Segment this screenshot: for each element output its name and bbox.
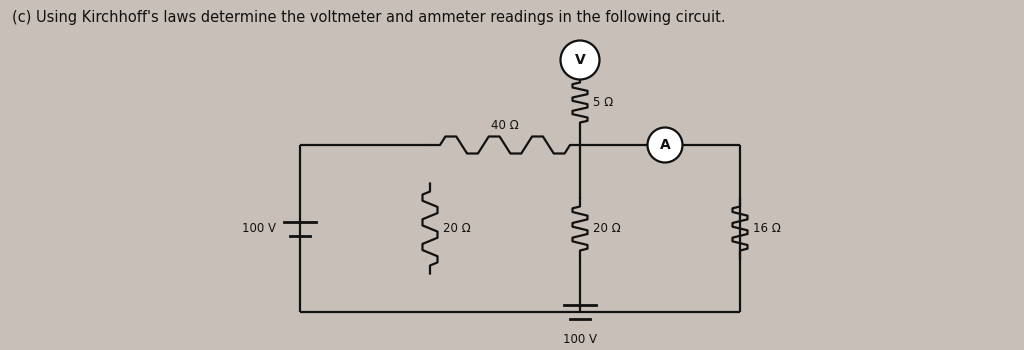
Text: 40 Ω: 40 Ω [492,119,519,132]
Text: 5 Ω: 5 Ω [593,96,613,109]
Text: A: A [659,138,671,152]
Circle shape [647,127,683,162]
Text: V: V [574,53,586,67]
Text: 20 Ω: 20 Ω [593,222,621,235]
Text: 20 Ω: 20 Ω [443,222,471,235]
Text: (c) Using Kirchhoff's laws determine the voltmeter and ammeter readings in the f: (c) Using Kirchhoff's laws determine the… [12,10,726,25]
Text: 100 V: 100 V [242,222,276,235]
Text: 16 Ω: 16 Ω [753,222,781,235]
Circle shape [560,41,599,79]
Text: 100 V: 100 V [563,333,597,346]
